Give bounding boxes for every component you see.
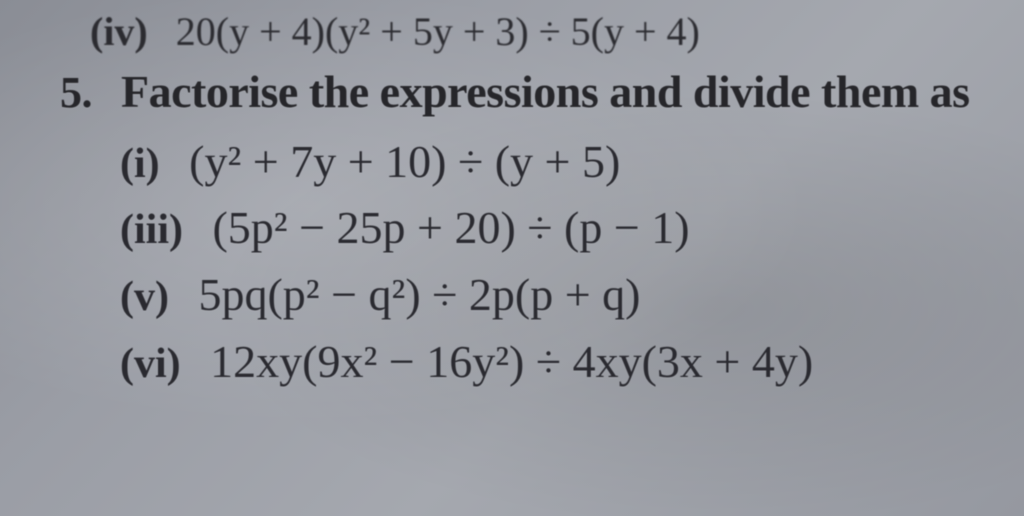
math-expression: (5p² − 25p + 20) ÷ (p − 1) xyxy=(212,202,689,253)
math-expression: 12xy(9x² − 16y²) ÷ 4xy(3x + 4y) xyxy=(210,336,813,387)
list-item: (i) (y² + 7y + 10) ÷ (y + 5) xyxy=(60,136,994,189)
roman-numeral-iv: (iv) xyxy=(90,8,148,55)
roman-numeral: (vi) xyxy=(120,340,181,388)
previous-item-fragment: (iv) 20(y + 4)(y² + 5y + 3) ÷ 5(y + 4) xyxy=(60,8,994,55)
math-expression: 5pq(p² − q²) ÷ 2p(p + q) xyxy=(198,269,640,320)
question-instruction: 5. Factorise the expressions and divide … xyxy=(60,67,994,118)
roman-numeral: (v) xyxy=(120,273,169,321)
textbook-page: (iv) 20(y + 4)(y² + 5y + 3) ÷ 5(y + 4) 5… xyxy=(0,0,1024,423)
list-item: (iii) (5p² − 25p + 20) ÷ (p − 1) xyxy=(60,202,994,255)
question-number: 5. xyxy=(60,69,92,117)
math-expression: (y² + 7y + 10) ÷ (y + 5) xyxy=(189,136,620,187)
roman-numeral: (i) xyxy=(120,140,160,188)
list-item: (vi) 12xy(9x² − 16y²) ÷ 4xy(3x + 4y) xyxy=(60,336,994,389)
instruction-text: Factorise the expressions and divide the… xyxy=(121,66,970,117)
list-item: (v) 5pq(p² − q²) ÷ 2p(p + q) xyxy=(60,269,994,322)
roman-numeral: (iii) xyxy=(120,206,183,254)
expression-top: 20(y + 4)(y² + 5y + 3) ÷ 5(y + 4) xyxy=(176,9,700,54)
